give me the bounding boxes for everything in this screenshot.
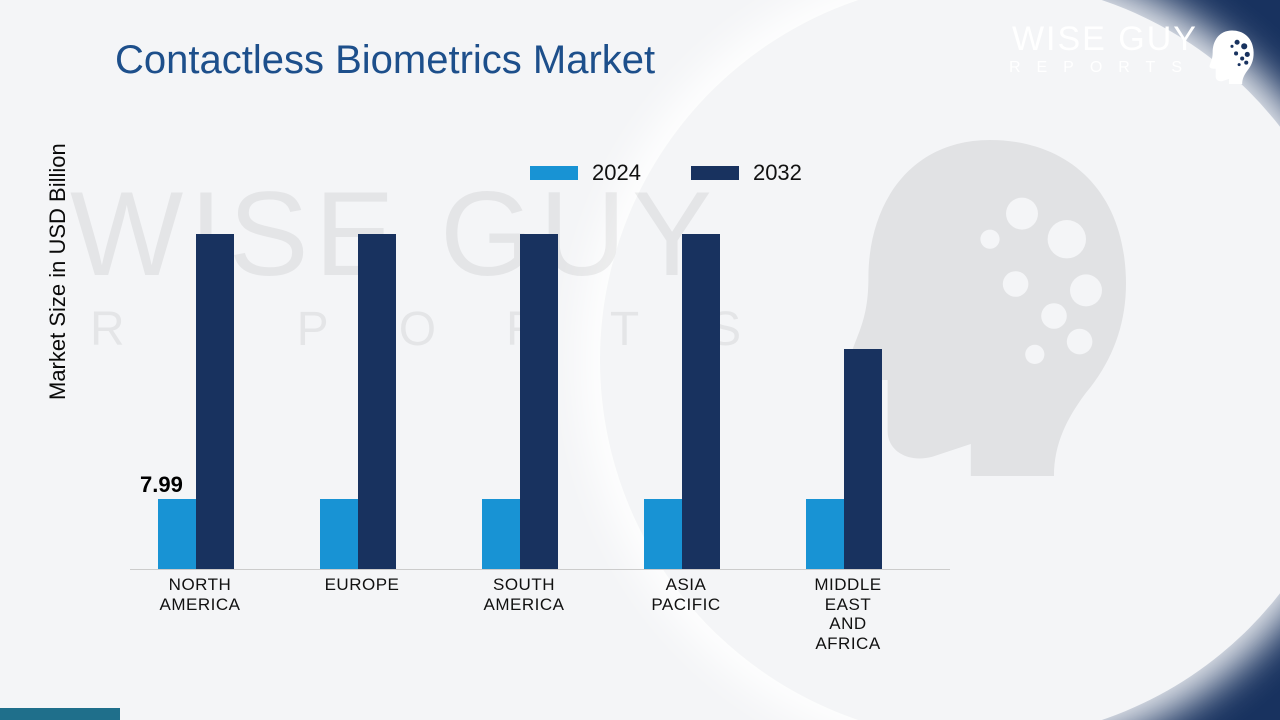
- legend-item-2032: 2032: [691, 160, 802, 186]
- bar: [520, 234, 558, 569]
- bar: [358, 234, 396, 569]
- brand-logo: WISE GUY REPORTS: [1001, 22, 1252, 76]
- bar: [320, 499, 358, 569]
- bottom-accent-bar: [0, 708, 120, 720]
- brand-line1: WISE GUY: [1001, 22, 1198, 56]
- bar-value-label: 7.99: [140, 472, 183, 498]
- brand-line2: REPORTS: [1001, 60, 1198, 76]
- page-root: WISE GUY REPORTS Contactless Biometrics …: [0, 0, 1280, 720]
- x-axis-label: MIDDLE EAST AND AFRICA: [783, 575, 913, 653]
- bar: [196, 234, 234, 569]
- bar: [482, 499, 520, 569]
- legend-swatch-2024: [530, 166, 578, 180]
- y-axis-label: Market Size in USD Billion: [45, 143, 71, 400]
- x-axis-label: SOUTH AMERICA: [459, 575, 589, 614]
- x-axis-label: EUROPE: [297, 575, 427, 595]
- legend-label-2032: 2032: [753, 160, 802, 186]
- legend-swatch-2032: [691, 166, 739, 180]
- bar: [806, 499, 844, 569]
- chart-title: Contactless Biometrics Market: [115, 38, 655, 83]
- x-axis-label: NORTH AMERICA: [135, 575, 265, 614]
- chart-area: Market Size in USD Billion 2024 2032 7.9…: [60, 150, 960, 670]
- legend-item-2024: 2024: [530, 160, 641, 186]
- bar: [644, 499, 682, 569]
- x-axis-label: ASIA PACIFIC: [621, 575, 751, 614]
- bar: [158, 499, 196, 569]
- plot-region: [130, 200, 950, 570]
- bar: [844, 349, 882, 569]
- bar: [682, 234, 720, 569]
- legend-label-2024: 2024: [592, 160, 641, 186]
- legend: 2024 2032: [530, 160, 802, 186]
